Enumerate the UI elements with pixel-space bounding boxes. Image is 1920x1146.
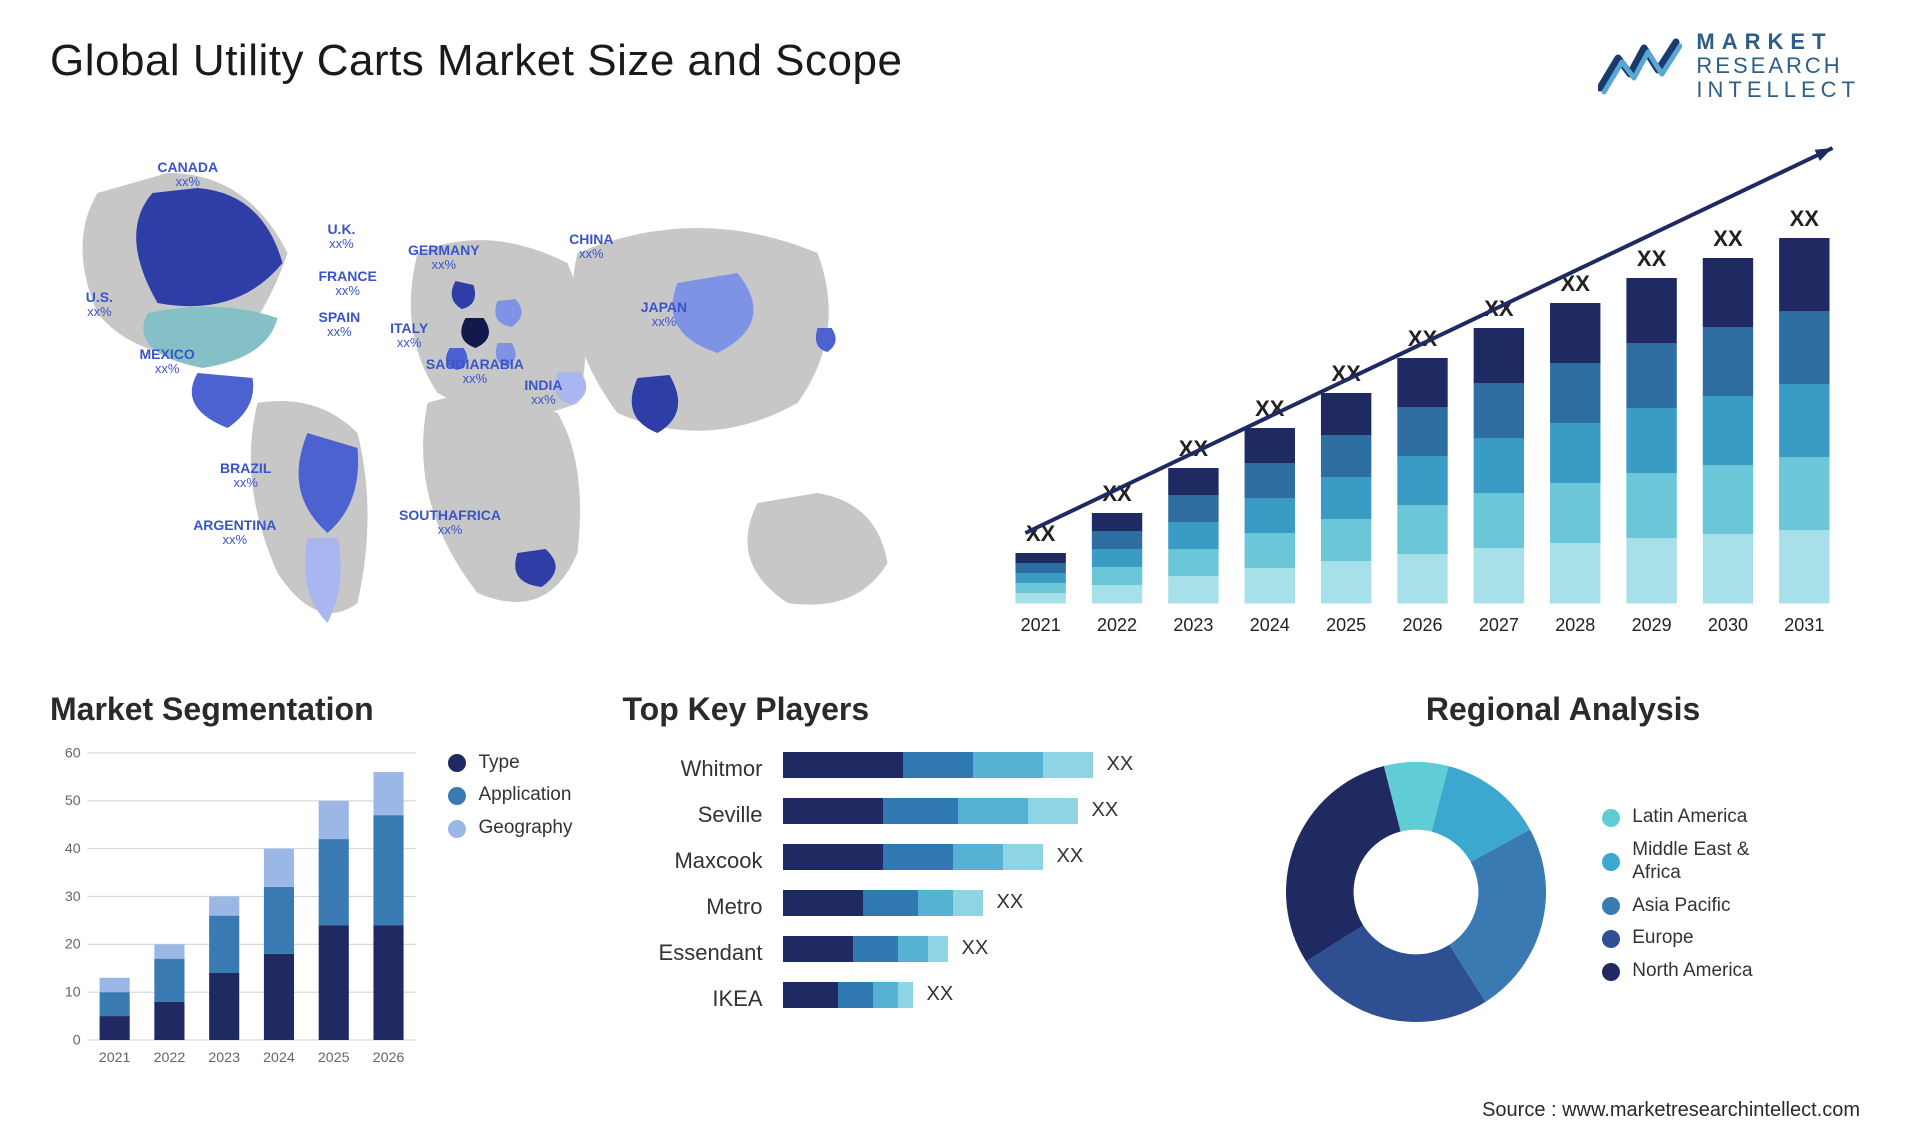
- player-row: XX: [783, 972, 1217, 1018]
- player-name: Essendant: [623, 930, 763, 976]
- svg-text:2023: 2023: [1173, 615, 1213, 635]
- svg-text:XX: XX: [1790, 206, 1820, 231]
- logo-text: MARKET RESEARCH INTELLECT: [1696, 30, 1860, 103]
- world-map-icon: [50, 133, 945, 653]
- svg-text:2025: 2025: [1326, 615, 1366, 635]
- segmentation-title: Market Segmentation: [50, 691, 573, 728]
- player-value: XX: [1092, 799, 1119, 822]
- svg-text:XX: XX: [1637, 246, 1667, 271]
- svg-text:0: 0: [73, 1032, 81, 1048]
- player-bar: [783, 890, 983, 916]
- logo-mark-icon: [1598, 36, 1682, 96]
- logo-line-2: RESEARCH: [1696, 54, 1860, 78]
- page-title: Global Utility Carts Market Size and Sco…: [50, 36, 902, 86]
- player-name: Metro: [623, 884, 763, 930]
- regional-legend-item: Latin America: [1602, 806, 1752, 829]
- svg-text:2024: 2024: [263, 1049, 295, 1065]
- logo-line-3: INTELLECT: [1696, 78, 1860, 102]
- svg-text:50: 50: [65, 793, 81, 809]
- source-line: Source : www.marketresearchintellect.com: [1482, 1099, 1860, 1122]
- player-bar: [783, 844, 1043, 870]
- player-value: XX: [1107, 753, 1134, 776]
- svg-text:2027: 2027: [1479, 615, 1519, 635]
- player-name: Whitmor: [623, 746, 763, 792]
- svg-text:2022: 2022: [1097, 615, 1137, 635]
- player-row: XX: [783, 788, 1217, 834]
- player-value: XX: [927, 983, 954, 1006]
- svg-text:2026: 2026: [1402, 615, 1442, 635]
- players-body: WhitmorSevilleMaxcookMetroEssendantIKEA …: [623, 742, 1217, 1022]
- player-name: Seville: [623, 792, 763, 838]
- svg-text:20: 20: [65, 936, 81, 952]
- regional-section: Regional Analysis Latin America Middle Ea…: [1266, 691, 1860, 1091]
- svg-text:2028: 2028: [1555, 615, 1595, 635]
- player-bar: [783, 936, 948, 962]
- player-name: IKEA: [623, 976, 763, 1022]
- svg-text:30: 30: [65, 888, 81, 904]
- svg-text:XX: XX: [1713, 226, 1743, 251]
- player-bar: [783, 798, 1078, 824]
- player-value: XX: [962, 937, 989, 960]
- players-section: Top Key Players WhitmorSevilleMaxcookMet…: [623, 691, 1217, 1091]
- player-row: XX: [783, 926, 1217, 972]
- segmentation-section: Market Segmentation 0 10 20 30 40 50 60 2021 202…: [50, 691, 573, 1091]
- players-bars: XX XX XX XX XX XX: [783, 742, 1217, 1022]
- svg-text:2026: 2026: [373, 1049, 405, 1065]
- growth-chart: XX2021XX2022XX2023XX2024XX2025XX2026XX20…: [985, 133, 1860, 653]
- growth-chart-panel: XX2021XX2022XX2023XX2024XX2025XX2026XX20…: [985, 133, 1860, 653]
- svg-text:2025: 2025: [318, 1049, 350, 1065]
- segmentation-legend-item: Application: [448, 784, 572, 807]
- player-value: XX: [997, 891, 1024, 914]
- regional-legend-item: Middle East &Africa: [1602, 839, 1752, 885]
- svg-text:2031: 2031: [1784, 615, 1824, 635]
- svg-text:2024: 2024: [1250, 615, 1290, 635]
- regional-title: Regional Analysis: [1266, 691, 1860, 728]
- segmentation-legend-item: Type: [448, 752, 572, 775]
- player-value: XX: [1057, 845, 1084, 868]
- segmentation-legend-item: Geography: [448, 817, 572, 840]
- segmentation-legend: Type Application Geography: [448, 742, 572, 850]
- svg-text:2021: 2021: [99, 1049, 131, 1065]
- world-map-panel: CANADAxx%U.S.xx%MEXICOxx%BRAZILxx%ARGENT…: [50, 133, 945, 653]
- bottom-row: Market Segmentation 0 10 20 30 40 50 60 2021 202…: [50, 691, 1860, 1091]
- svg-text:40: 40: [65, 841, 81, 857]
- brand-logo: MARKET RESEARCH INTELLECT: [1598, 30, 1860, 103]
- svg-text:10: 10: [65, 984, 81, 1000]
- player-name: Maxcook: [623, 838, 763, 884]
- players-names: WhitmorSevilleMaxcookMetroEssendantIKEA: [623, 742, 763, 1022]
- regional-legend-item: Asia Pacific: [1602, 895, 1752, 918]
- svg-text:60: 60: [65, 745, 81, 761]
- player-row: XX: [783, 834, 1217, 880]
- svg-text:2023: 2023: [208, 1049, 240, 1065]
- player-bar: [783, 982, 913, 1008]
- regional-legend: Latin America Middle East &Africa Asia Pac…: [1602, 790, 1752, 993]
- player-bar: [783, 752, 1093, 778]
- players-title: Top Key Players: [623, 691, 1217, 728]
- regional-body: Latin America Middle East &Africa Asia Pac…: [1266, 742, 1860, 1042]
- header: Global Utility Carts Market Size and Sco…: [50, 30, 1860, 103]
- page: Global Utility Carts Market Size and Sco…: [0, 0, 1920, 1146]
- segmentation-chart: 0 10 20 30 40 50 60 2021 2022 2023 2024 2025 2026: [50, 742, 422, 1071]
- logo-line-1: MARKET: [1696, 30, 1860, 54]
- top-row: CANADAxx%U.S.xx%MEXICOxx%BRAZILxx%ARGENT…: [50, 133, 1860, 653]
- svg-text:2030: 2030: [1708, 615, 1748, 635]
- regional-donut-chart: [1266, 742, 1566, 1042]
- svg-text:2021: 2021: [1021, 615, 1061, 635]
- regional-legend-item: Europe: [1602, 927, 1752, 950]
- svg-text:2029: 2029: [1632, 615, 1672, 635]
- player-row: XX: [783, 880, 1217, 926]
- player-row: XX: [783, 742, 1217, 788]
- svg-text:2022: 2022: [154, 1049, 186, 1065]
- regional-legend-item: North America: [1602, 960, 1752, 983]
